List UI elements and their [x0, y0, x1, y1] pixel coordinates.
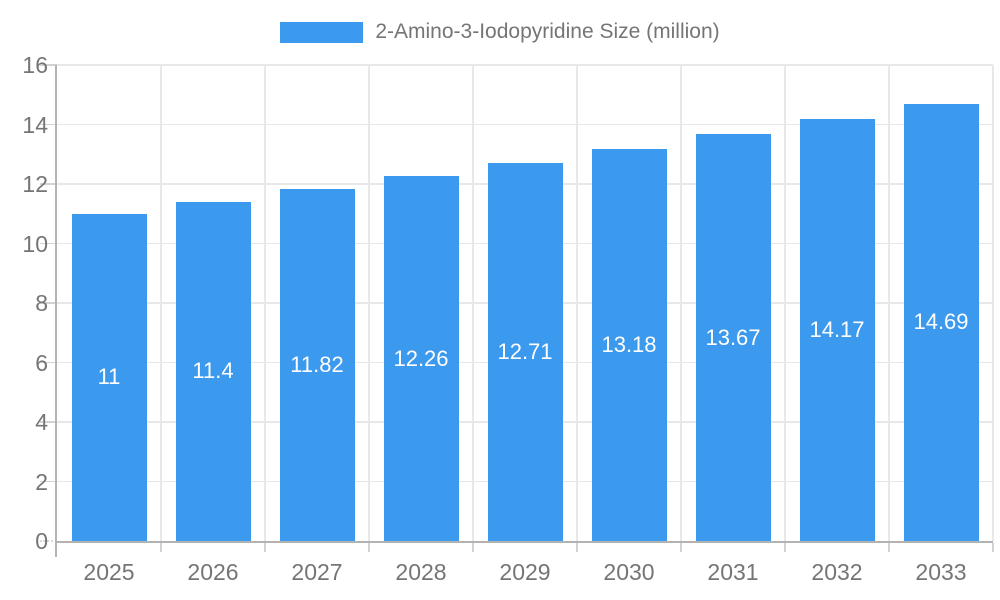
y-tick-label: 4 — [35, 409, 48, 435]
chart-legend[interactable]: 2-Amino-3-Iodopyridine Size (million) — [0, 19, 1000, 45]
y-axis-tick-zero — [40, 540, 57, 542]
bar[interactable] — [71, 213, 147, 541]
bar[interactable] — [279, 189, 355, 541]
bar[interactable] — [487, 162, 563, 541]
x-axis-tick — [160, 543, 162, 552]
bar[interactable] — [799, 119, 875, 541]
legend-swatch — [280, 21, 364, 43]
x-tick-label: 2027 — [291, 559, 343, 585]
y-tick-label: 6 — [35, 349, 48, 376]
y-tick-label: 0 — [35, 528, 48, 554]
legend-label: 2-Amino-3-Iodopyridine Size (million) — [375, 20, 720, 43]
gridline-horizontal — [57, 64, 993, 66]
gridline-vertical — [368, 65, 370, 541]
gridline-vertical — [160, 65, 162, 541]
gridline-vertical — [888, 65, 890, 541]
x-axis-tick — [264, 543, 266, 552]
y-tick-label: 2 — [35, 468, 48, 495]
y-tick-label: 10 — [22, 230, 48, 257]
y-axis-tick — [40, 64, 57, 66]
y-tick-label: 16 — [22, 52, 48, 78]
y-axis-tick — [40, 242, 57, 245]
x-tick-label: 2029 — [499, 559, 551, 585]
x-tick-label: 2031 — [707, 559, 759, 585]
x-axis-tick — [992, 543, 994, 552]
y-axis-tick — [40, 183, 57, 185]
bar[interactable] — [695, 134, 771, 541]
y-axis-line — [55, 65, 57, 557]
gridline-vertical — [680, 65, 682, 541]
x-tick-label: 2028 — [395, 559, 447, 585]
bar[interactable] — [903, 103, 979, 541]
y-axis-tick — [40, 480, 57, 483]
gridline-vertical — [576, 65, 578, 541]
x-tick-label: 2025 — [83, 559, 135, 585]
x-axis-tick — [576, 543, 578, 552]
bar[interactable] — [383, 176, 459, 541]
x-axis-tick — [784, 543, 786, 552]
gridline-vertical — [264, 65, 266, 541]
y-axis-tick — [40, 123, 57, 126]
y-axis-tick — [40, 302, 57, 304]
gridline-vertical — [784, 65, 786, 541]
y-axis-tick — [40, 361, 57, 364]
x-tick-label: 2030 — [603, 559, 655, 585]
bar[interactable] — [175, 201, 251, 541]
plot-area: 0 2 4 6 8 10 12 14 16 11 2025 11.4 2026 11.82 2027 12.2… — [22, 52, 994, 585]
gridline-horizontal — [57, 123, 993, 126]
x-axis-line — [55, 541, 993, 543]
x-axis-tick — [888, 543, 890, 552]
gridline-vertical — [472, 65, 474, 541]
x-axis-tick — [368, 543, 370, 552]
y-tick-label: 12 — [22, 171, 48, 197]
x-axis-tick — [472, 543, 474, 552]
x-axis-tick — [680, 543, 682, 552]
y-tick-label: 8 — [35, 290, 48, 316]
y-axis-tick — [40, 421, 57, 423]
x-tick-label: 2026 — [187, 559, 239, 585]
y-tick-label: 14 — [22, 111, 48, 138]
gridline-vertical — [992, 65, 994, 541]
x-tick-label: 2033 — [915, 559, 967, 585]
bar[interactable] — [591, 148, 667, 541]
x-tick-label: 2032 — [811, 559, 863, 585]
